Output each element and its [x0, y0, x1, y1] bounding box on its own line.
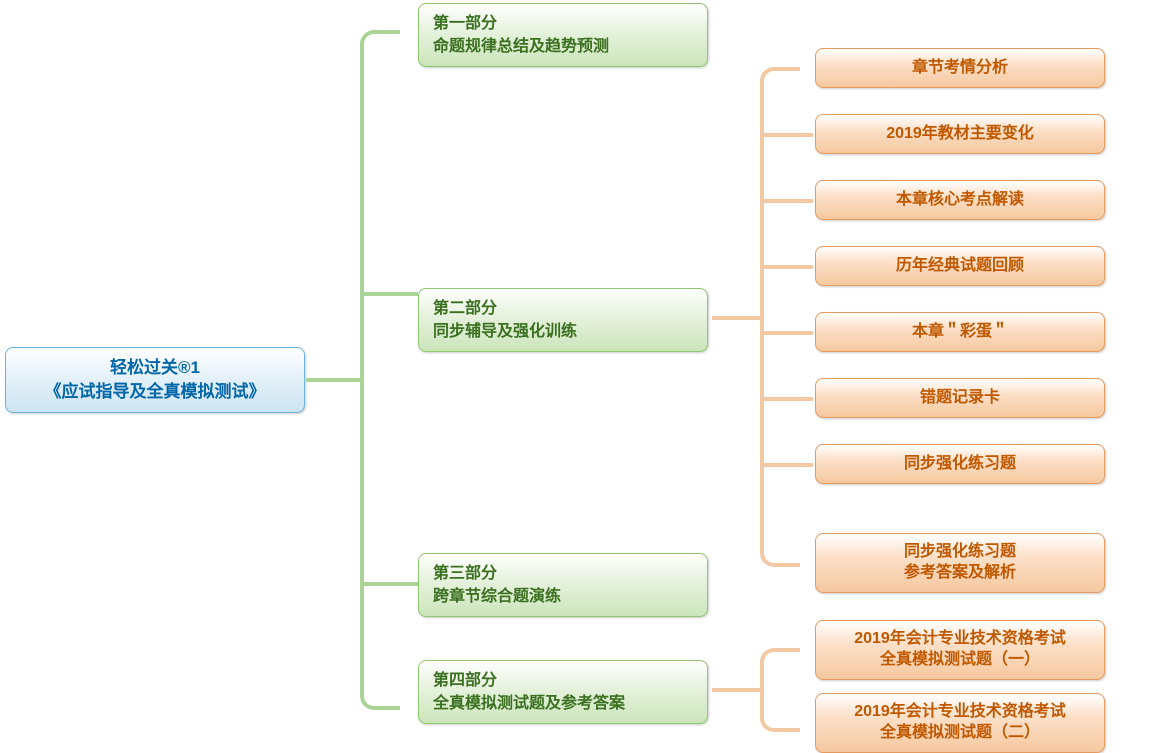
- section-1-line1: 第一部分: [433, 12, 693, 35]
- leaf-2-2: 本章核心考点解读: [815, 180, 1105, 220]
- leaf-2-5: 错题记录卡: [815, 378, 1105, 418]
- root-node: 轻松过关®1 《应试指导及全真模拟测试》: [5, 347, 305, 413]
- leaf-2-7: 同步强化练习题 参考答案及解析: [815, 533, 1105, 593]
- leaf-4-1-l1: 2019年会计专业技术资格考试: [854, 702, 1066, 723]
- leaf-2-2-l1: 本章核心考点解读: [896, 190, 1024, 211]
- leaf-4-0-l1: 2019年会计专业技术资格考试: [854, 629, 1066, 650]
- section-3-line2: 跨章节综合题演练: [433, 585, 693, 608]
- leaf-4-1-l2: 全真模拟测试题（二）: [880, 723, 1040, 744]
- conn-2a-3: [763, 265, 813, 269]
- bracket-2a-stub: [712, 316, 764, 320]
- section-2-line2: 同步辅导及强化训练: [433, 320, 693, 343]
- section-4-line2: 全真模拟测试题及参考答案: [433, 692, 693, 715]
- leaf-2-0: 章节考情分析: [815, 48, 1105, 88]
- leaf-2-5-l1: 错题记录卡: [920, 388, 1000, 409]
- conn-2a-2: [763, 199, 813, 203]
- section-3: 第三部分 跨章节综合题演练: [418, 553, 708, 617]
- leaf-2-6-l1: 同步强化练习题: [904, 454, 1016, 475]
- section-2-line1: 第二部分: [433, 297, 693, 320]
- leaf-2-3: 历年经典试题回顾: [815, 246, 1105, 286]
- bracket-2a: [760, 67, 800, 567]
- bracket-2b: [760, 648, 800, 732]
- leaf-2-6: 同步强化练习题: [815, 444, 1105, 484]
- conn-2a-6: [763, 463, 813, 467]
- leaf-2-1-l1: 2019年教材主要变化: [886, 124, 1034, 145]
- section-1-line2: 命题规律总结及趋势预测: [433, 35, 693, 58]
- conn-2a-1: [763, 133, 813, 137]
- conn-2a-4: [763, 331, 813, 335]
- section-1: 第一部分 命题规律总结及趋势预测: [418, 3, 708, 67]
- leaf-4-0: 2019年会计专业技术资格考试 全真模拟测试题（一）: [815, 620, 1105, 680]
- root-line1: 轻松过关®1: [110, 356, 200, 380]
- conn-l2-mid2: [363, 582, 418, 586]
- leaf-4-1: 2019年会计专业技术资格考试 全真模拟测试题（二）: [815, 693, 1105, 753]
- conn-2a-5: [763, 397, 813, 401]
- leaf-2-4-l1: 本章＂彩蛋＂: [912, 322, 1008, 343]
- leaf-2-3-l1: 历年经典试题回顾: [896, 256, 1024, 277]
- root-line2: 《应试指导及全真模拟测试》: [45, 380, 266, 404]
- leaf-2-1: 2019年教材主要变化: [815, 114, 1105, 154]
- leaf-2-7-l2: 参考答案及解析: [904, 563, 1016, 584]
- bracket-2b-stub: [712, 688, 764, 692]
- leaf-2-4: 本章＂彩蛋＂: [815, 312, 1105, 352]
- section-4-line1: 第四部分: [433, 669, 693, 692]
- section-2: 第二部分 同步辅导及强化训练: [418, 288, 708, 352]
- bracket-1: [360, 30, 400, 710]
- leaf-4-0-l2: 全真模拟测试题（一）: [880, 650, 1040, 671]
- leaf-2-0-l1: 章节考情分析: [912, 58, 1008, 79]
- leaf-2-7-l1: 同步强化练习题: [904, 542, 1016, 563]
- conn-l2-mid1: [363, 292, 418, 296]
- section-3-line1: 第三部分: [433, 562, 693, 585]
- section-4: 第四部分 全真模拟测试题及参考答案: [418, 660, 708, 724]
- bracket-1-stub: [306, 378, 364, 382]
